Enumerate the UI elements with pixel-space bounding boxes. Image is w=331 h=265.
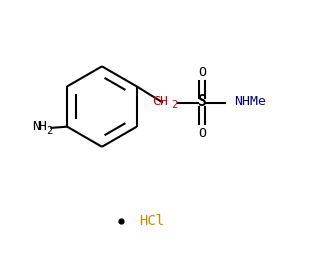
Text: S: S — [198, 94, 206, 109]
Text: NHMe: NHMe — [234, 95, 266, 108]
Text: O: O — [198, 66, 206, 79]
Text: N: N — [32, 120, 40, 133]
Text: O: O — [198, 126, 206, 139]
Text: 2: 2 — [171, 100, 178, 110]
Text: CH: CH — [152, 95, 168, 108]
Text: HCl: HCl — [140, 214, 165, 228]
Text: 2: 2 — [47, 126, 53, 136]
Text: H: H — [39, 120, 47, 133]
